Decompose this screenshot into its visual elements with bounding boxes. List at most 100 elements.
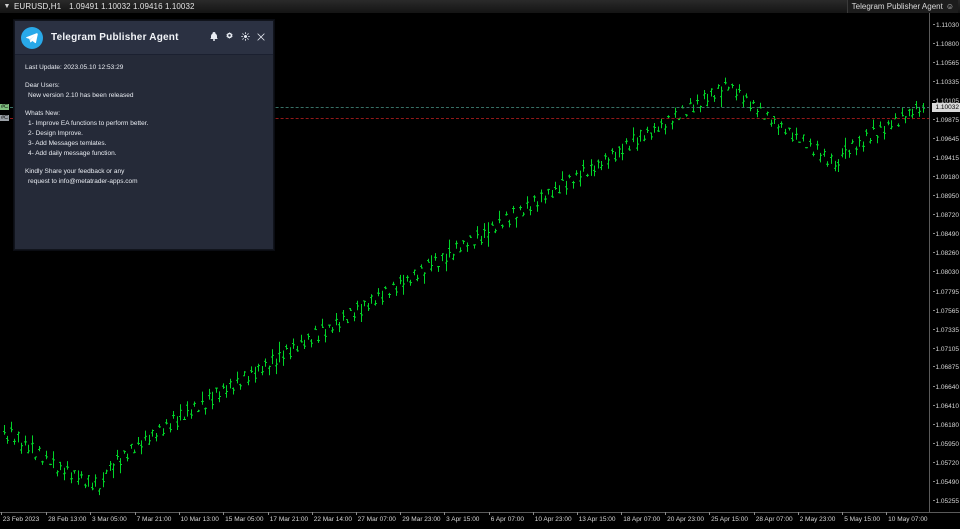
price-tick: 1.07565 [932,308,959,315]
tick-mark [932,309,935,311]
gear-icon[interactable] [225,32,234,43]
tick-mark [576,512,578,515]
tick-mark [932,366,935,368]
tick-mark [400,512,402,515]
tick-mark [46,512,48,515]
spacer [25,159,263,167]
ohlc-quotes: 1.09491 1.10032 1.09416 1.10032 [69,2,195,11]
tick-mark [932,24,935,25]
panel-icon-group [210,32,267,43]
price-tick: 1.07795 [932,289,959,296]
telegram-publisher-panel[interactable]: Telegram Publisher Agent Last Update: 20… [14,20,274,250]
tick-mark [932,271,935,273]
tick-mark [709,512,711,515]
panel-body: Last Update: 2023.05.10 12:53:29 Dear Us… [15,55,273,195]
tick-mark [488,512,490,515]
time-tick: 18 Apr 07:00 [621,512,660,524]
bid-price-line [0,107,930,109]
whats-new-item: 4- Add daily message function. [28,150,117,157]
time-tick: 28 Apr 07:00 [753,512,793,524]
tick-mark [842,512,844,515]
tick-mark [932,195,935,197]
tick-mark [932,480,935,482]
price-tick: 1.05255 [932,498,959,505]
symbol-label: EURUSD,H1 [14,2,62,11]
price-tick: 1.05490 [932,479,959,486]
tick-mark [932,385,935,387]
feedback-line-1: Kindly Share your feedback or any [25,168,125,175]
price-tick: 1.06875 [932,364,959,371]
time-tick: 29 Mar 23:00 [400,512,441,524]
telegram-paper-plane-icon [21,26,43,49]
price-tick: 1.09415 [932,155,959,162]
ea-name-label: Telegram Publisher Agent [851,2,943,11]
tick-mark [932,214,935,216]
price-tick: 1.07105 [932,346,959,353]
time-axis[interactable]: 23 Feb 2023 28 Feb 13:00 3 Mar 05:00 7 Mar … [0,512,960,529]
panel-title: Telegram Publisher Agent [51,32,179,43]
tick-mark [753,512,755,515]
tick-mark [932,176,935,178]
price-tick: 1.08260 [932,250,959,257]
whats-new-item: 3- Add Messages temlates. [28,140,107,147]
ea-indicator[interactable]: Telegram Publisher Agent ☺ [846,0,958,13]
sun-icon[interactable] [241,32,250,43]
spacer [25,73,263,81]
panel-header: Telegram Publisher Agent [15,21,273,55]
tick-mark [444,512,446,515]
price-tick: 1.08490 [932,231,959,238]
whats-new-title: Whats New: [25,110,61,117]
time-tick: 20 Apr 23:00 [665,512,704,524]
tick-mark [311,512,313,515]
tick-mark [932,442,935,444]
tick-mark [886,512,888,515]
tick-mark [532,512,534,515]
price-axis[interactable]: 1.11030 1.10800 1.10565 1.10335 1.10105 1.098… [929,13,960,513]
time-tick: 17 Mar 21:00 [267,512,308,524]
release-text: New version 2.10 has been released [28,92,134,99]
tick-mark [223,512,225,515]
time-tick: 5 May 15:00 [842,512,880,524]
tick-mark [178,512,180,515]
caret-down-icon[interactable]: ▼ [3,3,11,10]
time-tick: 15 Mar 05:00 [223,512,263,524]
price-tick: 1.06640 [932,384,959,391]
tick-mark [932,233,935,235]
time-tick: 10 Apr 23:00 [532,512,572,524]
price-tick: 1.08030 [932,269,959,276]
tick-mark [932,119,935,121]
time-tick: 25 Apr 15:00 [709,512,748,524]
whats-new-item: 1- Improve EA functions to perform bette… [28,120,149,127]
greeting-text: Dear Users: [25,82,60,89]
price-tick: 1.10105 [932,98,959,105]
ask-price-line [0,118,930,120]
close-icon[interactable] [257,32,265,43]
tick-mark [932,328,935,330]
tick-mark [932,461,935,463]
tick-mark [621,512,623,515]
price-tick: 1.11030 [932,22,959,29]
whats-new-list: 1- Improve EA functions to perform bette… [25,119,263,159]
time-tick: 3 Apr 15:00 [444,512,479,524]
price-tick: 1.08950 [932,193,959,200]
bell-icon[interactable] [210,32,218,43]
tick-mark [932,290,935,292]
price-tick: 1.06410 [932,403,959,410]
time-tick: 2 May 23:00 [797,512,835,524]
price-tick: 1.09180 [932,174,959,181]
current-price-label: 1.10032 [932,103,960,113]
price-tick: 1.10335 [932,79,959,86]
price-tick: 1.09875 [932,117,959,124]
price-series [0,13,930,513]
tick-mark [932,100,935,102]
tick-mark [932,42,935,44]
time-tick: 10 May 07:00 [886,512,928,524]
tick-mark [355,512,357,515]
time-tick: 7 Mar 21:00 [134,512,171,524]
tick-mark [932,252,935,254]
time-tick: 3 Mar 05:00 [90,512,127,524]
tick-mark [134,512,136,515]
tick-mark [932,404,935,406]
price-tick: 1.05720 [932,460,959,467]
